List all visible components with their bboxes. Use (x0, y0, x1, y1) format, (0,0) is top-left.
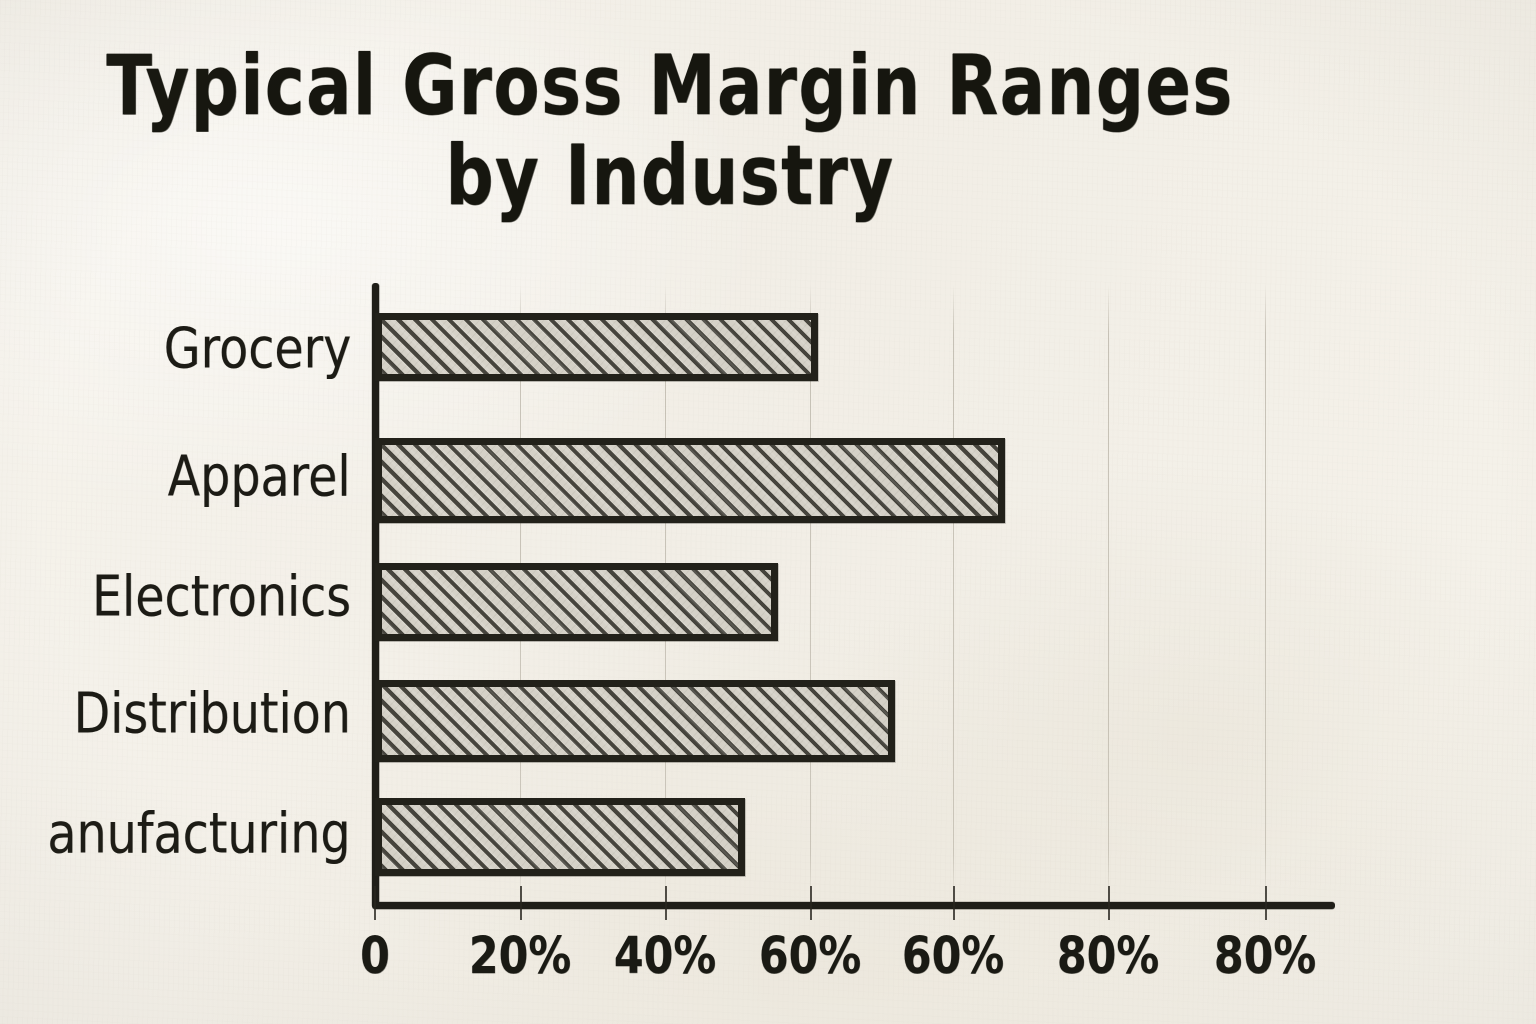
bar-electronics (375, 563, 778, 641)
x-tick-mark (520, 886, 522, 920)
y-label-electronics: Electronics (91, 564, 351, 629)
bar-distribution (375, 680, 895, 762)
y-label-manufacturing: anufacturing (47, 801, 351, 866)
x-axis-line (372, 902, 1335, 909)
x-tick-mark (810, 886, 812, 920)
bar-grocery (375, 313, 818, 381)
y-label-apparel: Apparel (168, 444, 351, 509)
bar-apparel (375, 438, 1005, 523)
x-tick-label-0: 0 (360, 926, 390, 986)
x-tick-mark (665, 886, 667, 920)
x-tick-mark (374, 886, 376, 920)
y-label-distribution: Distribution (73, 681, 351, 746)
x-tick-label-6: 80% (1213, 926, 1317, 986)
x-tick-mark (1108, 886, 1110, 920)
gridline (953, 285, 954, 902)
gridline (1108, 285, 1109, 902)
bar-manufacturing (375, 798, 745, 876)
gridline (810, 285, 811, 902)
x-tick-label-5: 80% (1056, 926, 1160, 986)
x-tick-label-2: 40% (613, 926, 717, 986)
x-tick-label-4: 60% (901, 926, 1005, 986)
x-tick-label-1: 20% (468, 926, 572, 986)
x-tick-label-3: 60% (758, 926, 862, 986)
x-tick-mark (1265, 886, 1267, 920)
x-tick-mark (953, 886, 955, 920)
gridline (1265, 285, 1266, 902)
y-label-grocery: Grocery (163, 316, 351, 381)
